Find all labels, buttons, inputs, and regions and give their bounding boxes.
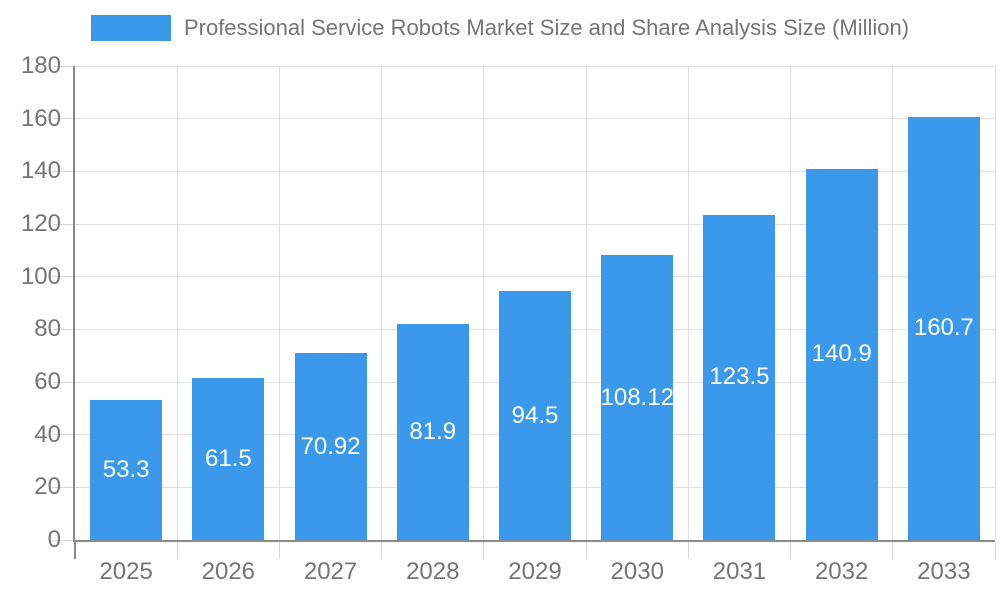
y-axis-tick-60: [53, 381, 73, 383]
gridline-x-4: [483, 66, 485, 540]
legend-label: Professional Service Robots Market Size …: [183, 15, 910, 40]
gridline-y-180: [75, 66, 995, 67]
bar-value-label-2028: 81.9: [409, 418, 457, 446]
x-axis-tick-7: [790, 542, 792, 559]
y-axis-label-80: 80: [34, 315, 61, 343]
bar-value-label-2029: 94.5: [511, 401, 559, 429]
x-axis-label-2032: 2032: [814, 558, 869, 585]
plot-area: 0 20 40 60 80 100 120 140 160 180 53.3 2025 61.5 2026…: [21, 54, 996, 585]
bar-2029[interactable]: 94.5: [499, 291, 571, 540]
bar-2031[interactable]: 123.5: [703, 214, 776, 540]
x-axis-label-2028: 2028: [406, 558, 460, 585]
bar-2026[interactable]: 61.5: [192, 378, 265, 540]
bar-value-label-2025: 53.3: [102, 455, 150, 483]
x-axis-label-2033: 2033: [917, 558, 971, 585]
legend[interactable]: Professional Service Robots Market Size …: [0, 14, 1000, 42]
y-axis-label-180: 180: [20, 52, 61, 79]
gridline-x-6: [687, 66, 689, 540]
y-axis-label-20: 20: [34, 473, 61, 501]
y-axis-tick-20: [53, 486, 73, 488]
y-axis-tick-0: [53, 539, 73, 541]
y-axis-tick-80: [53, 328, 73, 330]
y-axis-label-60: 60: [34, 368, 61, 395]
x-axis-label-2030: 2030: [610, 558, 664, 585]
y-axis-tick-40: [53, 434, 73, 436]
x-axis-tick-3: [381, 542, 383, 559]
bar-value-label-2027: 70.92: [300, 432, 361, 460]
gridline-y-140: [75, 170, 995, 172]
y-axis-label-40: 40: [34, 420, 61, 448]
x-axis-tick-2: [278, 542, 280, 559]
y-axis-label-0: 0: [47, 526, 61, 553]
gridline-x-2: [278, 66, 280, 540]
y-axis-tick-120: [53, 223, 73, 225]
y-axis-tick-140: [53, 170, 73, 172]
bar-value-label-2026: 61.5: [204, 445, 252, 473]
gridline-x-3: [381, 66, 383, 540]
bar-2033[interactable]: 160.7: [907, 116, 980, 540]
y-axis-tick-180: [53, 66, 73, 67]
y-axis-label-140: 140: [20, 157, 61, 185]
gridline-y-160: [75, 118, 995, 120]
x-axis-label-2027: 2027: [303, 558, 358, 585]
y-axis-tick-160: [53, 118, 73, 120]
bar-value-label-2032: 140.9: [811, 340, 872, 368]
x-axis-label-2031: 2031: [712, 558, 767, 585]
bar-2025[interactable]: 53.3: [90, 399, 163, 540]
y-axis-label-120: 120: [20, 210, 61, 237]
gridline-x-7: [790, 66, 792, 540]
gridline-x-8: [892, 66, 894, 540]
bar-value-label-2030: 108.12: [600, 383, 674, 411]
gridline-y-100: [75, 276, 995, 278]
x-axis-tick-1: [176, 542, 178, 559]
x-axis-label-2025: 2025: [99, 558, 153, 585]
x-axis-tick-5: [585, 542, 587, 559]
bar-2027[interactable]: 70.92: [294, 353, 367, 540]
x-axis-label-2029: 2029: [508, 558, 562, 585]
x-axis-tick-0: [73, 542, 76, 559]
x-axis-tick-8: [892, 542, 894, 559]
bar-value-label-2031: 123.5: [709, 363, 770, 391]
y-axis-tick-100: [53, 276, 73, 278]
x-axis-tick-6: [687, 542, 689, 559]
gridline-x-5: [585, 66, 587, 540]
gridline-y-120: [75, 223, 995, 225]
y-axis-label-160: 160: [20, 104, 61, 132]
legend-swatch: [90, 15, 171, 41]
x-axis-tick-4: [483, 542, 485, 559]
bar-2032[interactable]: 140.9: [805, 168, 878, 540]
gridline-x-9: [994, 66, 996, 540]
x-axis-tick-9: [994, 542, 996, 559]
x-axis-label-2026: 2026: [201, 558, 256, 585]
bar-value-label-2033: 160.7: [913, 314, 974, 342]
bar-2028[interactable]: 81.9: [396, 324, 469, 540]
bar-2030[interactable]: 108.12: [600, 255, 674, 540]
gridline-x-1: [176, 66, 178, 540]
y-axis-label-100: 100: [20, 262, 61, 290]
